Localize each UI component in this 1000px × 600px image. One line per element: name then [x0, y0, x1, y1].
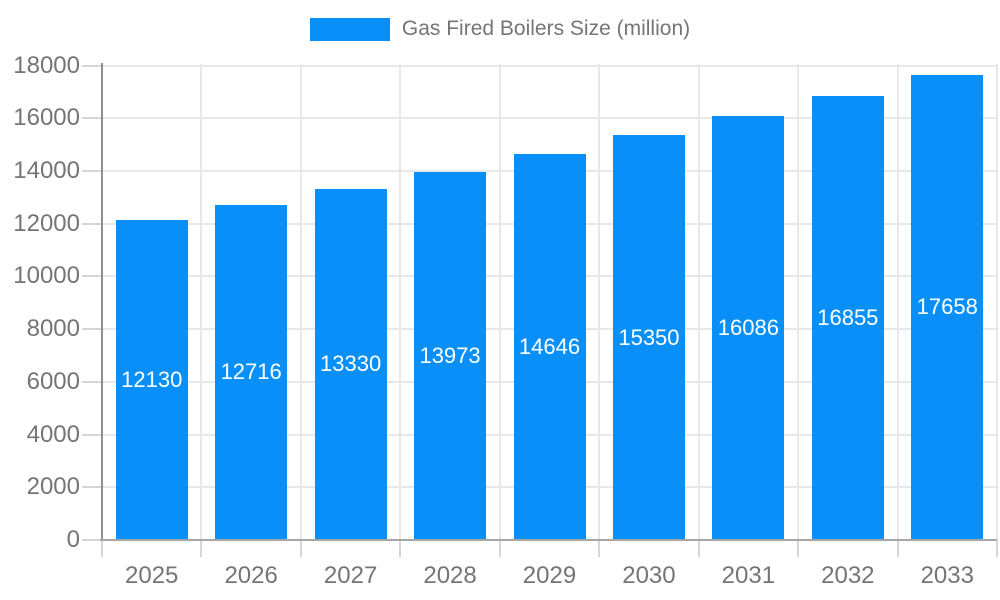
x-axis-tick [101, 540, 103, 557]
bar [215, 204, 288, 540]
bar [811, 95, 884, 540]
v-gridline [996, 63, 998, 540]
y-axis-tick [82, 433, 102, 436]
legend-swatch [309, 17, 390, 41]
y-tick-label: 4000 [26, 420, 80, 448]
bar-value-label: 16855 [817, 304, 879, 330]
x-axis-tick [797, 540, 800, 557]
bar-value-label: 17658 [916, 294, 978, 320]
bar-value-label: 15350 [618, 324, 680, 350]
bar [414, 171, 487, 540]
x-axis-tick [697, 540, 700, 557]
bar [115, 220, 188, 540]
h-gridline [102, 64, 997, 67]
x-tick-label: 2032 [821, 562, 875, 589]
bar [513, 153, 586, 540]
x-axis-tick [399, 540, 402, 557]
bar-value-label: 13330 [320, 351, 382, 377]
x-tick-label: 2027 [323, 562, 378, 589]
bar [612, 135, 685, 540]
x-axis-tick [598, 540, 601, 557]
x-axis-tick [896, 540, 899, 557]
chart-legend: Gas Fired Boilers Size (million) [0, 17, 1000, 41]
x-axis-line [100, 539, 997, 541]
v-gridline [797, 63, 800, 540]
bar-value-label: 12130 [121, 367, 183, 393]
h-gridline [102, 117, 997, 120]
y-tick-label: 2000 [26, 473, 80, 501]
x-tick-label: 2031 [721, 562, 776, 589]
y-tick-label: 6000 [26, 367, 80, 395]
v-gridline [896, 63, 899, 540]
y-axis-tick [82, 486, 102, 489]
y-axis-tick [82, 328, 102, 331]
y-tick-label: 8000 [26, 315, 80, 343]
y-tick-label: 10000 [13, 262, 80, 290]
v-gridline [498, 63, 501, 540]
y-axis-tick [82, 117, 102, 120]
bar-value-label: 16086 [717, 314, 779, 340]
x-tick-label: 2028 [423, 562, 477, 589]
y-tick-label: 12000 [13, 209, 80, 237]
x-tick-label: 2029 [522, 562, 577, 589]
y-tick-label: 18000 [13, 51, 80, 79]
x-axis-tick [996, 540, 998, 557]
x-tick-label: 2026 [224, 562, 278, 589]
bar-value-label: 12716 [220, 359, 282, 385]
bar-value-label: 14646 [518, 333, 581, 359]
bar-value-label: 13973 [419, 342, 481, 368]
v-gridline [299, 63, 302, 540]
y-tick-label: 16000 [13, 104, 80, 132]
y-tick-label: 14000 [13, 156, 80, 184]
bar [911, 74, 984, 540]
v-gridline [399, 63, 402, 540]
y-axis-tick [82, 64, 102, 67]
y-axis-tick [82, 539, 102, 541]
x-tick-label: 2025 [125, 562, 179, 589]
v-gridline [598, 63, 601, 540]
bar [314, 188, 387, 540]
y-axis-tick [82, 275, 102, 278]
legend-label: Gas Fired Boilers Size (million) [401, 17, 691, 40]
x-axis-tick [200, 540, 203, 557]
v-gridline [200, 63, 203, 540]
x-axis-tick [498, 540, 501, 557]
x-tick-label: 2033 [920, 562, 974, 589]
y-axis-tick [82, 169, 102, 172]
x-axis-tick [299, 540, 302, 557]
bar [712, 115, 785, 540]
y-axis-tick [82, 380, 102, 383]
x-tick-label: 2030 [622, 562, 676, 589]
y-axis-tick [82, 222, 102, 225]
y-axis-line [100, 63, 103, 540]
y-tick-label: 0 [66, 526, 80, 553]
v-gridline [697, 63, 700, 540]
